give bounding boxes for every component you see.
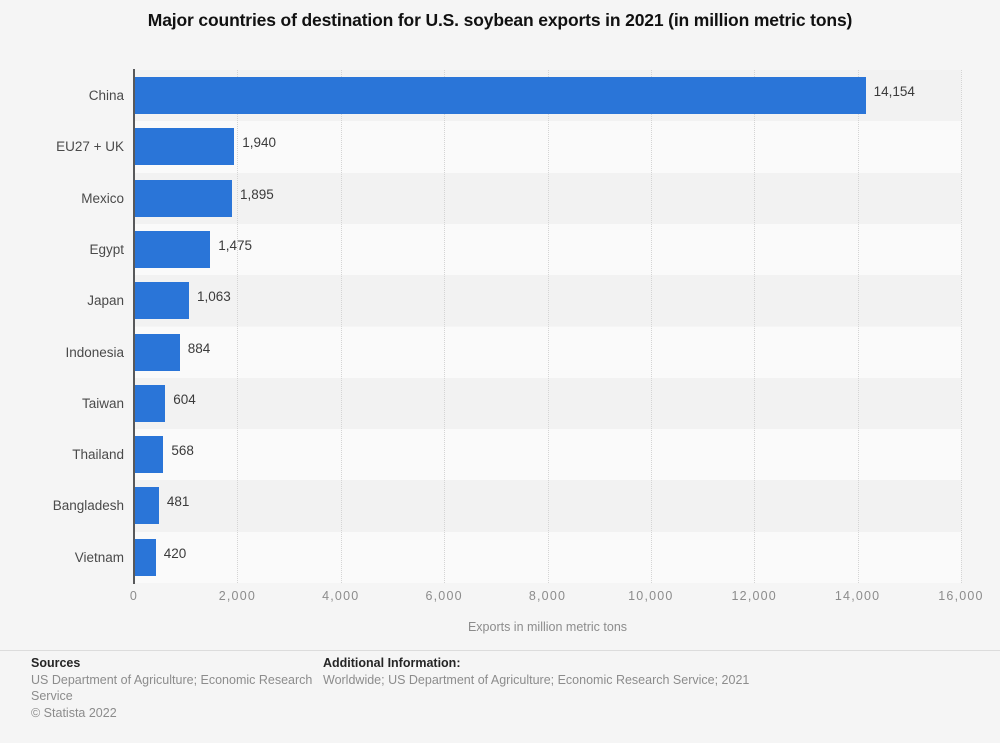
y-axis-label: Indonesia	[65, 344, 124, 360]
bar[interactable]	[134, 384, 166, 422]
sources-heading: Sources	[31, 656, 81, 670]
bar-value-label: 884	[187, 340, 211, 356]
y-axis-label: Taiwan	[81, 395, 124, 411]
bar-value-label: 14,154	[873, 84, 915, 99]
bar[interactable]	[134, 77, 866, 114]
chart-title: Major countries of destination for U.S. …	[147, 10, 853, 30]
bar-row[interactable]: 1,940	[134, 121, 961, 172]
gridline	[340, 70, 342, 583]
gridline	[754, 70, 756, 583]
gridline	[237, 70, 239, 583]
bar-value-label: 481	[166, 494, 190, 510]
x-axis-tick-label: 0	[129, 589, 139, 603]
bar-value-label: 420	[163, 545, 187, 561]
bar-value-label: 1,895	[239, 186, 274, 202]
plot-area: 14,154 1,940 1,895 1,475 1,063 884 604 568 481 42…	[134, 70, 962, 583]
y-axis-label: Bangladesh	[52, 498, 124, 514]
y-axis-label: Mexico	[81, 190, 124, 206]
bar[interactable]	[134, 538, 156, 576]
x-axis-ticks: 0 2,000 4,000 6,000 8,000 10,000 12,000 14,000 1…	[130, 589, 983, 609]
bar[interactable]	[134, 128, 235, 166]
footer-divider	[0, 650, 1000, 651]
bar-series: 14,154 1,940 1,895 1,475 1,063 884 604 568 481 42…	[134, 70, 961, 583]
bar[interactable]	[134, 179, 232, 217]
additional-info-text: Worldwide; US Department of Agriculture;…	[323, 673, 750, 687]
x-axis-title: Exports in million metric tons	[467, 620, 628, 634]
bar[interactable]	[134, 282, 189, 320]
y-axis-label: Egypt	[89, 241, 124, 257]
sources-block: Sources US Department of Agriculture; Ec…	[31, 656, 316, 721]
y-axis-label: Japan	[87, 293, 124, 309]
x-axis-tick-label: 6,000	[425, 589, 463, 603]
bar-row[interactable]: 1,475	[134, 224, 961, 275]
gridline	[961, 70, 962, 583]
bar-value-label: 1,475	[218, 237, 253, 253]
footer: Sources US Department of Agriculture; Ec…	[0, 652, 1000, 743]
y-axis-label: Vietnam	[74, 549, 124, 565]
gridline	[547, 70, 549, 583]
bar-row[interactable]: 14,154	[134, 70, 961, 121]
x-axis-tick-label: 10,000	[628, 589, 674, 603]
bar-row[interactable]: 568	[134, 429, 961, 480]
x-axis-tick-label: 14,000	[834, 589, 881, 603]
y-axis-line	[133, 69, 135, 584]
x-axis-tick-label: 4,000	[322, 589, 360, 603]
bar[interactable]	[134, 487, 159, 525]
x-axis-tick-label: 16,000	[938, 589, 984, 603]
bar-value-label: 604	[173, 391, 196, 407]
gridline	[857, 70, 859, 583]
bar-value-label: 568	[171, 443, 194, 459]
bar[interactable]	[134, 230, 211, 268]
x-axis-tick-label: 2,000	[218, 589, 257, 603]
bar-row[interactable]: 1,063	[134, 275, 961, 326]
additional-info-block: Additional Information: Worldwide; US De…	[323, 656, 923, 688]
gridline	[444, 70, 446, 583]
bar[interactable]	[134, 436, 164, 474]
gridlines	[134, 70, 962, 583]
bar-value-label: 1,063	[196, 289, 231, 305]
bar-row[interactable]: 481	[134, 480, 961, 531]
y-axis-labels: China EU27 + UK Mexico Egypt Japan Indonesia T…	[0, 70, 124, 583]
y-axis-label: Thailand	[72, 447, 124, 463]
y-axis-label: China	[88, 88, 124, 103]
gridline	[650, 70, 652, 583]
additional-info-heading: Additional Information:	[323, 656, 461, 670]
bar-row[interactable]: 1,895	[134, 173, 961, 224]
bar[interactable]	[134, 333, 180, 371]
sources-text: US Department of Agriculture; Economic R…	[31, 673, 313, 703]
bar-row[interactable]: 420	[134, 532, 961, 583]
x-axis-tick-label: 12,000	[731, 589, 777, 603]
bar-row[interactable]: 604	[134, 378, 961, 429]
bar-row[interactable]: 884	[134, 327, 961, 378]
bar-value-label: 1,940	[242, 135, 277, 151]
y-axis-label: EU27 + UK	[56, 139, 124, 155]
copyright-text: © Statista 2022	[31, 706, 117, 720]
x-axis-tick-label: 8,000	[528, 589, 567, 603]
